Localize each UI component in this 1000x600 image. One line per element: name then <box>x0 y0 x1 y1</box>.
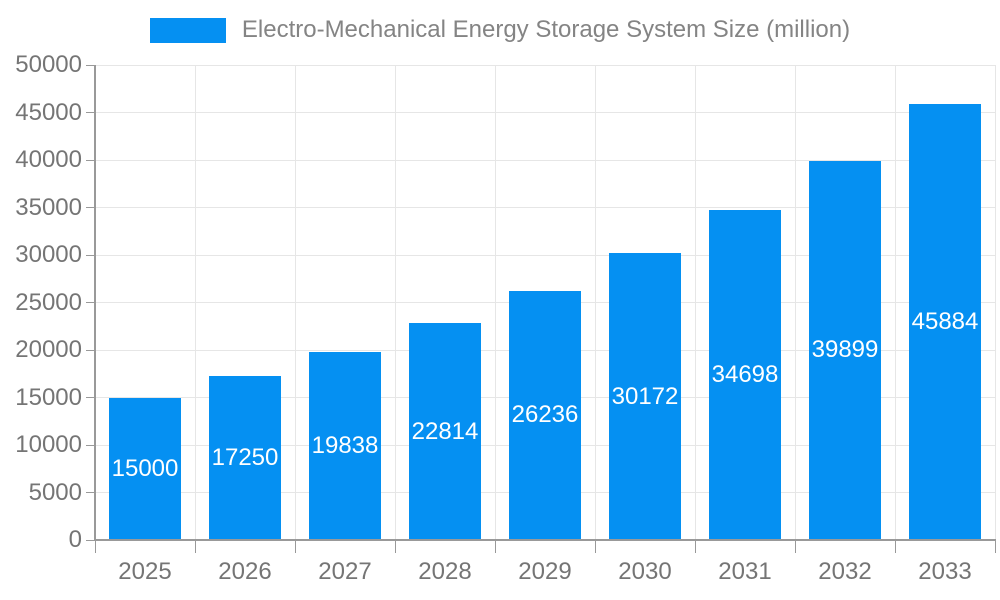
y-axis-tick <box>86 207 95 208</box>
y-axis-tick <box>86 112 95 113</box>
y-axis-tick <box>86 397 95 398</box>
x-axis-tick <box>494 540 496 553</box>
bar: 39899 <box>809 160 881 540</box>
bar-value-label: 34698 <box>711 361 779 389</box>
x-axis-tick <box>394 540 396 553</box>
x-tick-label: 2031 <box>718 558 772 585</box>
y-tick-label: 25000 <box>15 288 82 316</box>
gridline-vertical <box>594 65 596 540</box>
bar: 30172 <box>609 253 681 540</box>
bar-value-label: 30172 <box>611 382 679 410</box>
bar: 19838 <box>309 351 381 540</box>
gridline-horizontal <box>95 159 995 161</box>
gridline-vertical <box>394 65 396 540</box>
y-axis-tick <box>86 349 95 351</box>
gridline-vertical <box>894 65 896 540</box>
y-tick-label: 0 <box>68 526 82 553</box>
y-tick-label: 10000 <box>15 431 82 458</box>
legend: Electro-Mechanical Energy Storage System… <box>0 16 1000 44</box>
x-axis-tick <box>694 540 696 553</box>
bar-value-label: 39899 <box>811 336 879 364</box>
legend-label: Electro-Mechanical Energy Storage System… <box>241 16 851 43</box>
x-tick-label: 2028 <box>418 558 472 585</box>
y-axis-labels: 0 5000 10000 15000 20000 25000 30000 35000 40000… <box>0 51 82 553</box>
bar: 26236 <box>509 290 581 540</box>
x-axis-tick <box>94 540 96 553</box>
y-axis-line <box>94 65 96 540</box>
bar-value-label: 26236 <box>511 401 579 429</box>
gridline-horizontal <box>95 254 995 256</box>
x-axis-tick <box>894 540 896 553</box>
bar-value-label: 45884 <box>911 308 979 336</box>
y-axis-tick <box>86 64 95 66</box>
y-tick-label: 20000 <box>15 336 82 363</box>
y-tick-label: 50000 <box>15 51 82 78</box>
bar: 17250 <box>209 376 281 540</box>
gridline-horizontal <box>95 112 995 113</box>
gridline-vertical <box>694 65 696 540</box>
y-tick-label: 30000 <box>15 241 82 268</box>
x-tick-label: 2033 <box>918 558 972 585</box>
y-tick-label: 45000 <box>15 98 82 126</box>
bar-value-label: 19838 <box>311 431 379 459</box>
bar: 22814 <box>409 323 481 540</box>
legend-swatch <box>149 17 226 43</box>
gridline-vertical <box>194 65 196 540</box>
y-tick-label: 15000 <box>15 383 82 411</box>
x-tick-label: 2026 <box>218 558 272 585</box>
x-tick-label: 2029 <box>518 558 572 585</box>
x-tick-label: 2030 <box>618 558 672 585</box>
bar-value-label: 17250 <box>211 444 279 472</box>
y-axis-tick <box>86 302 95 303</box>
x-axis-tick <box>594 540 596 553</box>
y-tick-label: 5000 <box>28 478 82 506</box>
bar-value-label: 15000 <box>111 454 179 482</box>
x-axis-tick <box>794 540 796 553</box>
y-tick-label: 35000 <box>15 193 82 221</box>
x-tick-label: 2032 <box>818 558 872 585</box>
x-axis-tick <box>194 540 196 553</box>
gridline-vertical <box>494 65 496 540</box>
y-axis-tick <box>86 444 95 446</box>
x-axis-tick <box>294 540 296 553</box>
x-axis-labels: 2025 2026 2027 2028 2029 2030 2031 2032 2033 <box>95 558 995 588</box>
bar: 15000 <box>109 397 181 540</box>
gridline-horizontal <box>95 64 995 66</box>
y-axis-tick <box>86 254 95 256</box>
y-tick-label: 40000 <box>15 146 82 173</box>
gridline-horizontal <box>95 207 995 208</box>
bar: 34698 <box>709 210 781 540</box>
gridline-vertical <box>294 65 296 540</box>
gridline-vertical <box>994 65 996 540</box>
y-axis-tick <box>86 539 95 541</box>
bar: 45884 <box>909 104 981 540</box>
y-axis-tick <box>86 159 95 161</box>
gridline-vertical <box>794 65 796 540</box>
x-tick-label: 2025 <box>118 558 172 585</box>
y-axis-tick <box>86 492 95 493</box>
x-tick-label: 2027 <box>318 558 372 585</box>
plot-area: 15000 17250 19838 22814 26236 30172 34698 39899… <box>86 64 996 553</box>
x-axis-tick <box>994 540 996 553</box>
x-axis-line <box>94 539 996 541</box>
bar-value-label: 22814 <box>411 417 479 445</box>
